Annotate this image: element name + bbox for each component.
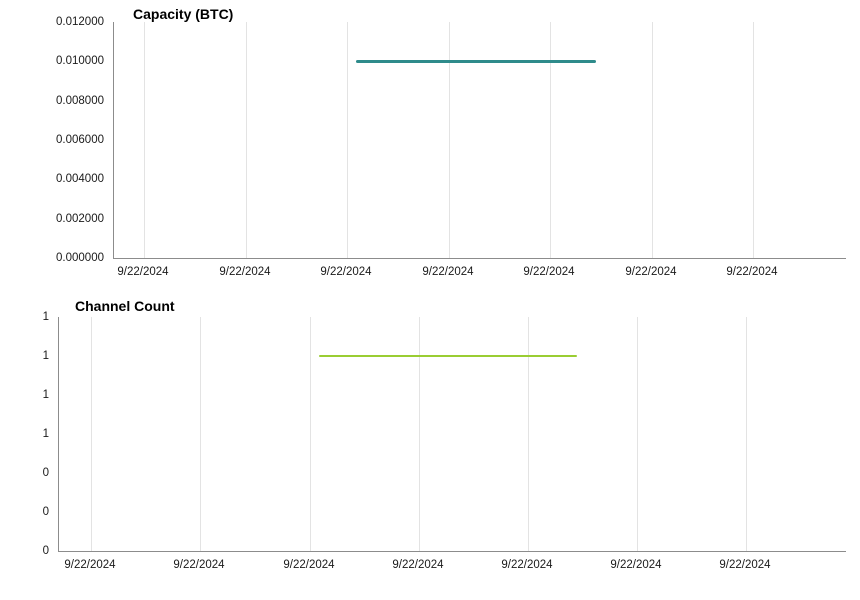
y-axis-tick-label: 0 <box>42 467 49 479</box>
vertical-gridline <box>652 22 653 258</box>
y-axis-tick-label: 1 <box>42 428 49 440</box>
series-line-capacity <box>356 60 596 63</box>
x-axis-tick-label: 9/22/2024 <box>392 559 444 571</box>
capacity-plot-area <box>113 22 846 259</box>
y-axis-tick-label: 0.008000 <box>56 95 104 107</box>
y-axis-tick-label: 0 <box>42 545 49 557</box>
x-axis-tick-label: 9/22/2024 <box>320 266 372 278</box>
capacity-chart-title: Capacity (BTC) <box>133 6 234 22</box>
series-line-channel-count <box>319 355 577 357</box>
y-axis-tick-label: 0.000000 <box>56 252 104 264</box>
x-axis-tick-label: 9/22/2024 <box>523 266 575 278</box>
vertical-gridline <box>200 317 201 551</box>
vertical-gridline <box>144 22 145 258</box>
y-axis-tick-label: 0.006000 <box>56 134 104 146</box>
x-axis-tick-label: 9/22/2024 <box>501 559 553 571</box>
vertical-gridline <box>449 22 450 258</box>
x-axis-tick-label: 9/22/2024 <box>422 266 474 278</box>
vertical-gridline <box>550 22 551 258</box>
x-axis-tick-label: 9/22/2024 <box>283 559 335 571</box>
vertical-gridline <box>419 317 420 551</box>
vertical-gridline <box>528 317 529 551</box>
x-axis-tick-label: 9/22/2024 <box>610 559 662 571</box>
x-axis-tick-label: 9/22/2024 <box>117 266 169 278</box>
vertical-gridline <box>91 317 92 551</box>
y-axis-tick-label: 0 <box>42 506 49 518</box>
vertical-gridline <box>753 22 754 258</box>
vertical-gridline <box>347 22 348 258</box>
y-axis-tick-label: 0.012000 <box>56 16 104 28</box>
vertical-gridline <box>246 22 247 258</box>
x-axis-tick-label: 9/22/2024 <box>219 266 271 278</box>
y-axis-tick-label: 0.002000 <box>56 213 104 225</box>
vertical-gridline <box>637 317 638 551</box>
x-axis-tick-label: 9/22/2024 <box>64 559 116 571</box>
vertical-gridline <box>746 317 747 551</box>
y-axis-tick-label: 0.004000 <box>56 173 104 185</box>
x-axis-tick-label: 9/22/2024 <box>719 559 771 571</box>
channel-count-plot-area <box>58 317 846 552</box>
y-axis-tick-label: 1 <box>42 389 49 401</box>
x-axis-tick-label: 9/22/2024 <box>625 266 677 278</box>
y-axis-tick-label: 0.010000 <box>56 55 104 67</box>
y-axis-tick-label: 1 <box>42 350 49 362</box>
channel-count-chart-title: Channel Count <box>75 298 175 314</box>
x-axis-tick-label: 9/22/2024 <box>726 266 778 278</box>
x-axis-tick-label: 9/22/2024 <box>173 559 225 571</box>
vertical-gridline <box>310 317 311 551</box>
y-axis-tick-label: 1 <box>42 311 49 323</box>
